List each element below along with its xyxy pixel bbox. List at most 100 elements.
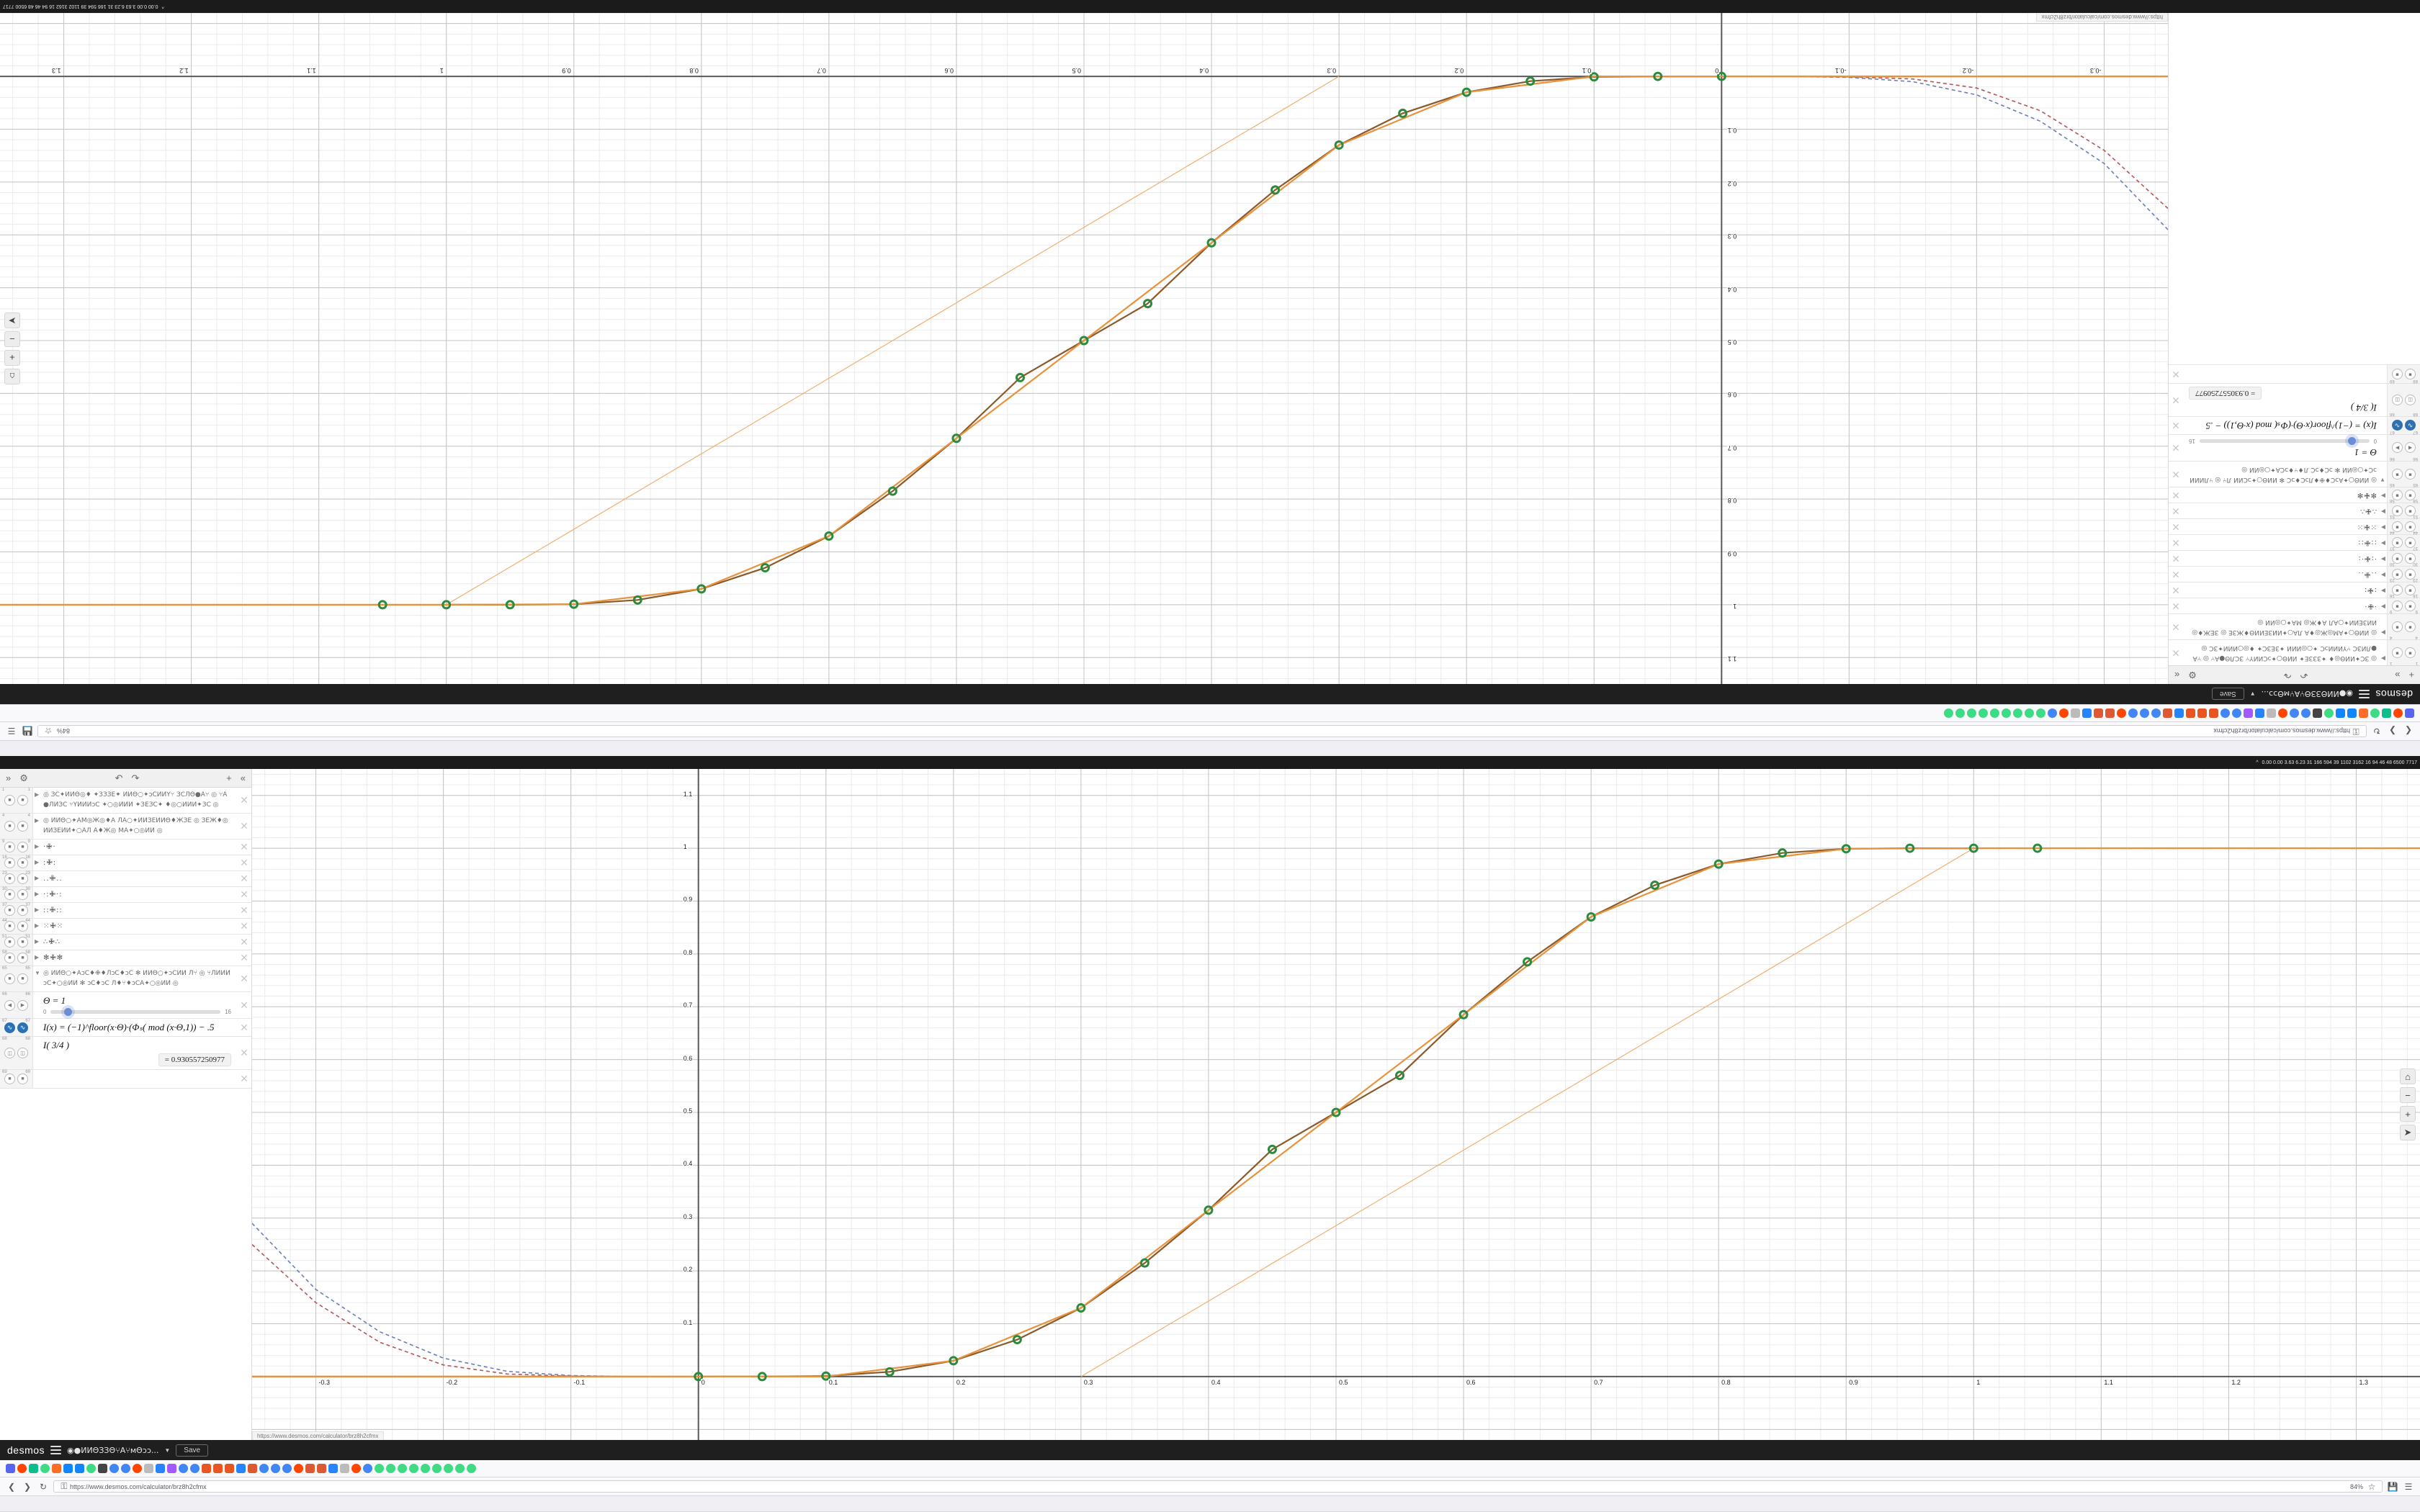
expression-content[interactable] [33,1070,237,1088]
expression-row[interactable]: 9 9 ■ ■ ▶ ·✙· ✕ [2169,598,2420,613]
expression-content[interactable]: ▶::✙:: [2183,535,2387,550]
jira-favicon-icon[interactable] [2174,708,2184,718]
folder-toggle-icon[interactable]: ▶ [35,843,40,850]
expression-row[interactable]: 44 44 ■ ■ ▶ ⁙✙⁙ ✕ [2169,518,2420,534]
bluesky-favicon-icon[interactable] [2336,708,2345,718]
google-favicon-icon[interactable] [2140,708,2149,718]
chevron-double-left-icon[interactable]: « [240,773,246,783]
expression-toggle[interactable]: ■ [4,937,15,948]
expression-content[interactable]: I( 3/4 ) = 0.930557250977 [33,1037,237,1069]
expression-color-swatch[interactable]: ▶ [2392,442,2403,454]
zoom-level-label[interactable]: 84% [57,727,71,735]
data-point[interactable] [1586,912,1596,922]
data-point[interactable] [442,600,452,610]
duckduckgo-favicon-icon[interactable] [248,1464,257,1473]
folder-toggle-icon[interactable]: ▶ [2380,572,2385,578]
delete-expression-button[interactable]: ✕ [240,973,248,984]
redo-icon[interactable]: ↷ [131,772,140,783]
delete-expression-button[interactable]: ✕ [2172,537,2180,549]
data-point[interactable] [1206,238,1216,248]
expression-color-swatch[interactable]: ∿ [17,1022,28,1033]
folder-toggle-icon[interactable]: ▶ [2380,508,2385,515]
zoom-level-label[interactable]: 84% [2349,1482,2363,1490]
data-point[interactable] [1653,71,1663,81]
expression-content[interactable]: ▶ ◎ ИИΘ○✦АМ◎Ж◎♦А ЛА○✦ИИЗΕИИΘ♦ЖЗΕ ◎ ЗΕЖ♦◎И… [33,814,237,839]
data-point[interactable] [1905,843,1915,853]
expression-content[interactable]: ▶ ∴✙∴ [33,935,237,950]
android-favicon-icon[interactable] [2370,708,2380,718]
figma-favicon-icon[interactable] [2244,708,2253,718]
forward-arrow-icon[interactable]: ❯ [23,1481,32,1492]
ubuntu-favicon-icon[interactable] [225,1464,234,1473]
expression-row[interactable]: 69 69 ■ ■ ✕ [0,1070,251,1089]
expression-color-swatch[interactable]: ■ [17,1074,28,1084]
expression-content[interactable]: ▶ ✻✙✻ [33,950,237,966]
google-favicon-icon[interactable] [121,1464,130,1473]
desmos-logo[interactable]: desmos [7,1444,45,1456]
android-favicon-icon[interactable] [86,1464,96,1473]
android-favicon-icon[interactable] [1978,708,1988,718]
expression-row[interactable]: 51 51 ■ ■ ▶ ∴✙∴ ✕ [0,935,251,950]
expression-row[interactable]: 9 9 ■ ■ ▶ ·✙· ✕ [0,840,251,855]
hamburger-menu-icon[interactable]: ☰ [2404,1481,2413,1492]
android-favicon-icon[interactable] [1967,708,1976,718]
data-point[interactable] [1012,1335,1022,1345]
reddit-favicon-icon[interactable] [351,1464,361,1473]
delete-expression-button[interactable]: ✕ [240,820,248,832]
google-favicon-icon[interactable] [2220,708,2230,718]
ubuntu-favicon-icon[interactable] [2186,708,2195,718]
folder-toggle-icon[interactable]: ▶ [2380,556,2385,562]
expression-content[interactable]: ▶ ◎ ИИΘ○✦АМ◎Ж◎♦А ЛА○✦ИИЗΕИИΘ♦ЖЗΕ ◎ ЗΕЖ♦◎И… [2183,614,2387,639]
url-bar[interactable]: ⚿ https://www.desmos.com/calculator/brz8… [37,725,2367,737]
expression-row[interactable]: 4 4 ■ ■ ▶ ◎ ИИΘ○✦АМ◎Ж◎♦А ЛА○✦ИИЗΕИИΘ♦ЖЗΕ ◎ ЗΕ… [0,814,251,840]
expression-toggle[interactable]: ◫ [4,1048,15,1058]
undo-icon[interactable]: ↶ [115,772,123,783]
android-favicon-icon[interactable] [2036,708,2045,718]
cc-favicon-icon[interactable] [2267,708,2276,718]
delete-expression-button[interactable]: ✕ [240,904,248,916]
data-point[interactable] [1270,185,1281,195]
expression-toggle[interactable]: ■ [4,873,15,884]
google-favicon-icon[interactable] [363,1464,372,1473]
expression-toggle[interactable]: ◀ [2405,442,2416,454]
expression-color-swatch[interactable]: ■ [17,921,28,932]
ubuntu-favicon-icon[interactable] [213,1464,223,1473]
bluesky-favicon-icon[interactable] [75,1464,84,1473]
taskbar[interactable]: ^ 0.00 0.00 3.63 6.23 31 166 594 39 1102… [0,756,2420,769]
duckduckgo-favicon-icon[interactable] [2094,708,2103,718]
expression-color-swatch[interactable]: ◫ [2392,395,2403,405]
data-point[interactable] [757,1372,767,1382]
google-favicon-icon[interactable] [271,1464,280,1473]
graph-canvas[interactable]: -0.3 -0.2 -0.1 0 0.1 0.2 0.3 0.4 0.5 0.6 0.7 0.8 0.9… [252,769,2420,1440]
cc-favicon-icon[interactable] [340,1464,349,1473]
minus-icon[interactable]: − [4,331,20,347]
delete-expression-button[interactable]: ✕ [240,1073,248,1084]
taskbar[interactable]: ^ 0.00 0.00 3.63 6.23 31 166 594 39 1102… [0,0,2420,13]
delete-expression-button[interactable]: ✕ [2172,369,2180,380]
duckduckgo-favicon-icon[interactable] [2105,708,2115,718]
expression-toggle[interactable]: ■ [4,921,15,932]
expression-content[interactable]: ▶ ✻✙✻ [2183,487,2387,503]
google-favicon-icon[interactable] [2151,708,2161,718]
expression-toggle[interactable]: ■ [2405,469,2416,480]
android-favicon-icon[interactable] [421,1464,430,1473]
delete-expression-button[interactable]: ✕ [2172,600,2180,612]
expression-toggle[interactable]: ◀ [4,999,15,1011]
google-favicon-icon[interactable] [2128,708,2138,718]
reddit-favicon-icon[interactable] [294,1464,303,1473]
expression-row[interactable]: 69 69 ■ ■ ✕ [2169,364,2420,383]
expression-row[interactable]: 65 65 ■ ■ ▼ ◎ ИИΘ○✦АɔС♦✙♦ЛɔС♦ɔС ✻ ИИΘ○✦ɔСИИ Л… [0,966,251,992]
shield-icon[interactable]: ⚿ [2352,726,2360,737]
gitlab-favicon-icon[interactable] [52,1464,61,1473]
expression-toggle[interactable]: ■ [4,842,15,852]
google-favicon-icon[interactable] [282,1464,292,1473]
folder-toggle-icon[interactable]: ▶ [35,922,40,929]
reload-icon[interactable]: ↻ [39,1481,48,1492]
android-favicon-icon[interactable] [409,1464,418,1473]
folder-toggle-icon[interactable]: ▶ [35,906,40,913]
expression-content[interactable]: I(x) = (−1)^floor(x·Θ)·(Φₛ( mod (x·Θ,1))… [2183,417,2387,434]
data-point[interactable] [884,1367,895,1377]
expression-content[interactable]: ▶ ◎ ЗС✦ИИΘ◎♦ ✦ЗЗЗΕ✦ ИИΘ○✦ɔСИИҮ⑂ ЗСЛΘ●А⑂ ◎… [33,788,237,813]
slider-knob[interactable] [64,1008,73,1016]
expression-row[interactable]: 68 68 ◫ ◫ I( 3/4 ) = 0.930557250977 ✕ [2169,383,2420,416]
